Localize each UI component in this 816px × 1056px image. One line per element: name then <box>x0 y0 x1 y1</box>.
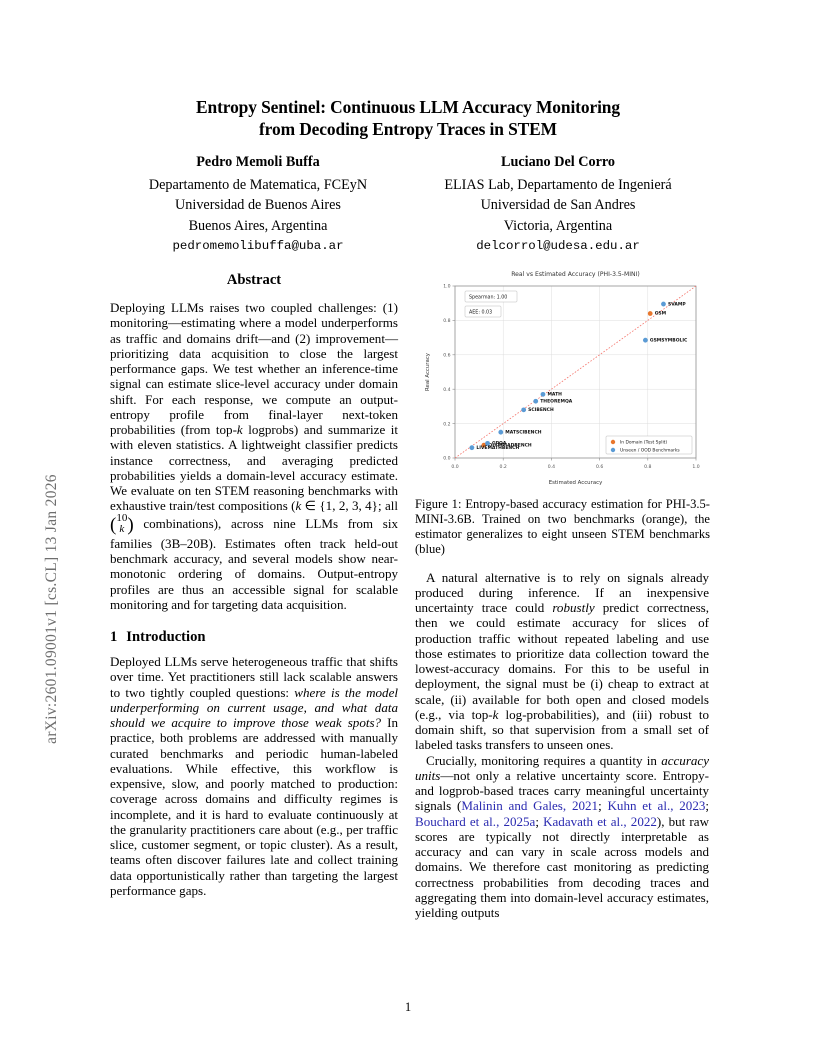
abstract-text-part: Deploying LLMs raises two coupled challe… <box>110 300 398 437</box>
svg-text:0.8: 0.8 <box>443 318 450 324</box>
arxiv-stamp: arXiv:2601.09001v1 [cs.CL] 13 Jan 2026 <box>43 474 60 744</box>
svg-text:SVAMP: SVAMP <box>668 301 686 307</box>
svg-text:GSMSYMBOLIC: GSMSYMBOLIC <box>650 337 688 343</box>
author-block: Pedro Memoli Buffa Departamento de Matem… <box>108 152 708 257</box>
svg-text:GPQA: GPQA <box>492 441 507 447</box>
math-k: k <box>492 706 499 722</box>
citation-link[interactable]: Malinin and Gales, 2021 <box>461 798 599 814</box>
svg-text:Real Accuracy: Real Accuracy <box>425 352 431 391</box>
right-paragraph-1: A natural alternative is to rely on sign… <box>415 570 709 753</box>
right-text-part: log-probabilities), and (iii) robust to … <box>415 706 709 753</box>
svg-text:OLYMPIADBENCH: OLYMPIADBENCH <box>488 442 531 448</box>
svg-text:0.0: 0.0 <box>443 456 450 462</box>
abstract-heading: Abstract <box>226 272 282 288</box>
left-column: Abstract Deploying LLMs raises two coupl… <box>110 272 398 898</box>
abstract-text-part: logprobs) and summarize it with eleven s… <box>110 422 398 514</box>
real-vs-estimated-accuracy-chart: Real vs Estimated Accuracy (PHI-3.5-MINI… <box>425 271 700 486</box>
svg-text:0.2: 0.2 <box>500 464 507 470</box>
svg-text:0.0: 0.0 <box>451 464 458 470</box>
citation-link[interactable]: Kuhn et al., 2023 <box>607 798 706 814</box>
citation-separator: ; <box>705 798 709 814</box>
author-affiliation: Universidad de Buenos Aires <box>175 197 341 213</box>
svg-text:0.6: 0.6 <box>596 464 603 470</box>
title-block: Entropy Sentinel: Continuous LLM Accurac… <box>108 96 708 140</box>
chart-container: Real vs Estimated Accuracy (PHI-3.5-MINI… <box>415 262 710 490</box>
svg-text:AEE: 0.03: AEE: 0.03 <box>469 310 492 316</box>
author-email[interactable]: pedromemolibuffa@uba.ar <box>172 239 344 253</box>
author-location: Victoria, Argentina <box>503 217 613 234</box>
intro-paragraph-1: Deployed LLMs serve heterogeneous traffi… <box>110 654 398 898</box>
author-location: Buenos Aires, Argentina <box>188 217 328 234</box>
svg-text:MATH: MATH <box>547 392 562 398</box>
binomial-coefficient: 10 k <box>116 512 128 536</box>
paper-title-line-1: Entropy Sentinel: Continuous LLM Accurac… <box>196 97 620 117</box>
citation-separator: ; <box>535 813 544 829</box>
right-text-part: —not only a relative uncertainty score. … <box>415 767 709 814</box>
figure-caption-label: Figure 1: <box>415 497 462 511</box>
binomial-top: 10 <box>116 512 128 524</box>
right-text-part: ), but raw scores are typically not dire… <box>415 813 709 921</box>
abstract-paragraph: Deploying LLMs raises two coupled challe… <box>110 300 398 612</box>
intro-text-part: Deployed LLMs serve heterogeneous traffi… <box>110 654 398 700</box>
section-title: Introduction <box>126 629 206 646</box>
math-k: k <box>236 422 243 437</box>
author-affiliation: Universidad de San Andres <box>480 197 636 213</box>
figure-caption-text: Entropy-based accuracy estimation for PH… <box>415 497 710 556</box>
author-email[interactable]: delcorrol@udesa.edu.ar <box>476 239 640 253</box>
svg-text:In Domain (Test Split): In Domain (Test Split) <box>620 440 667 446</box>
author-name: Pedro Memoli Buffa <box>196 154 320 170</box>
paper-title-line-2: from Decoding Entropy Traces in STEM <box>258 119 557 139</box>
figure-caption: Figure 1: Entropy-based accuracy estimat… <box>415 497 710 557</box>
citation-link[interactable]: Bouchard et al., 2025a <box>415 813 536 829</box>
section-heading-introduction: 1 Introduction <box>110 629 398 646</box>
svg-text:MATSCIBENCH: MATSCIBENCH <box>505 429 541 435</box>
svg-text:LIVEMATHBENCH: LIVEMATHBENCH <box>476 445 519 451</box>
svg-text:Estimated Accuracy: Estimated Accuracy <box>549 480 603 486</box>
svg-text:0.2: 0.2 <box>443 421 450 427</box>
svg-text:Unseen / OOD Benchmarks: Unseen / OOD Benchmarks <box>620 448 680 454</box>
svg-text:0.4: 0.4 <box>443 387 450 393</box>
math-k: k <box>295 498 302 514</box>
svg-text:1.0: 1.0 <box>443 284 450 290</box>
svg-text:SCIBENCH: SCIBENCH <box>528 407 554 413</box>
right-emphasis: robustly <box>552 600 595 616</box>
right-text-part: Crucially, monitoring requires a quantit… <box>426 752 662 768</box>
abstract-text-part: combinations), across nine LLMs from six… <box>110 515 398 612</box>
author-affiliation: Departamento de Matematica, FCEyN <box>148 176 368 193</box>
abstract-text-part: ∈ {1, 2, 3, 4}; all <box>301 498 398 514</box>
citation-separator: ; <box>598 798 608 814</box>
math-paren-open: ( <box>110 514 117 536</box>
author-affiliation: ELIAS Lab, Departamento de Ingenierá <box>444 176 672 193</box>
right-emphasis: accuracy units <box>415 752 709 783</box>
right-paragraph-2: Crucially, monitoring requires a quantit… <box>415 753 709 921</box>
svg-text:0.4: 0.4 <box>548 464 555 470</box>
figure-1: Real vs Estimated Accuracy (PHI-3.5-MINI… <box>415 262 710 557</box>
section-number: 1 <box>110 629 118 646</box>
author-column-2: Luciano Del Corro ELIAS Lab, Departament… <box>408 152 708 257</box>
author-name: Luciano Del Corro <box>500 154 616 170</box>
svg-text:Spearman: 1.00: Spearman: 1.00 <box>469 295 507 301</box>
math-paren-close: ) <box>127 514 134 536</box>
svg-text:Real vs Estimated Accuracy (PH: Real vs Estimated Accuracy (PHI-3.5-MINI… <box>511 271 640 278</box>
page-title: Entropy Sentinel: Continuous LLM Accurac… <box>108 96 708 140</box>
page-number: 1 <box>404 1000 412 1014</box>
intro-emphasis: where is the model underperforming on cu… <box>110 684 398 731</box>
svg-text:GSM: GSM <box>655 311 667 317</box>
svg-text:THEOREMQA: THEOREMQA <box>540 398 573 404</box>
svg-text:0.6: 0.6 <box>443 353 450 359</box>
binomial-bottom: k <box>119 523 125 536</box>
svg-text:1.0: 1.0 <box>692 464 699 470</box>
right-text-part: A natural alternative is to rely on sign… <box>415 569 709 616</box>
right-column: Real vs Estimated Accuracy (PHI-3.5-MINI… <box>415 262 710 921</box>
svg-text:0.8: 0.8 <box>644 464 651 470</box>
intro-text-part: In practice, both problems are addressed… <box>110 715 398 898</box>
citation-link[interactable]: Kadavath et al., 2022 <box>543 813 657 829</box>
author-column-1: Pedro Memoli Buffa Departamento de Matem… <box>108 152 408 257</box>
right-text-part: predict correctness, then we could estim… <box>415 600 709 722</box>
